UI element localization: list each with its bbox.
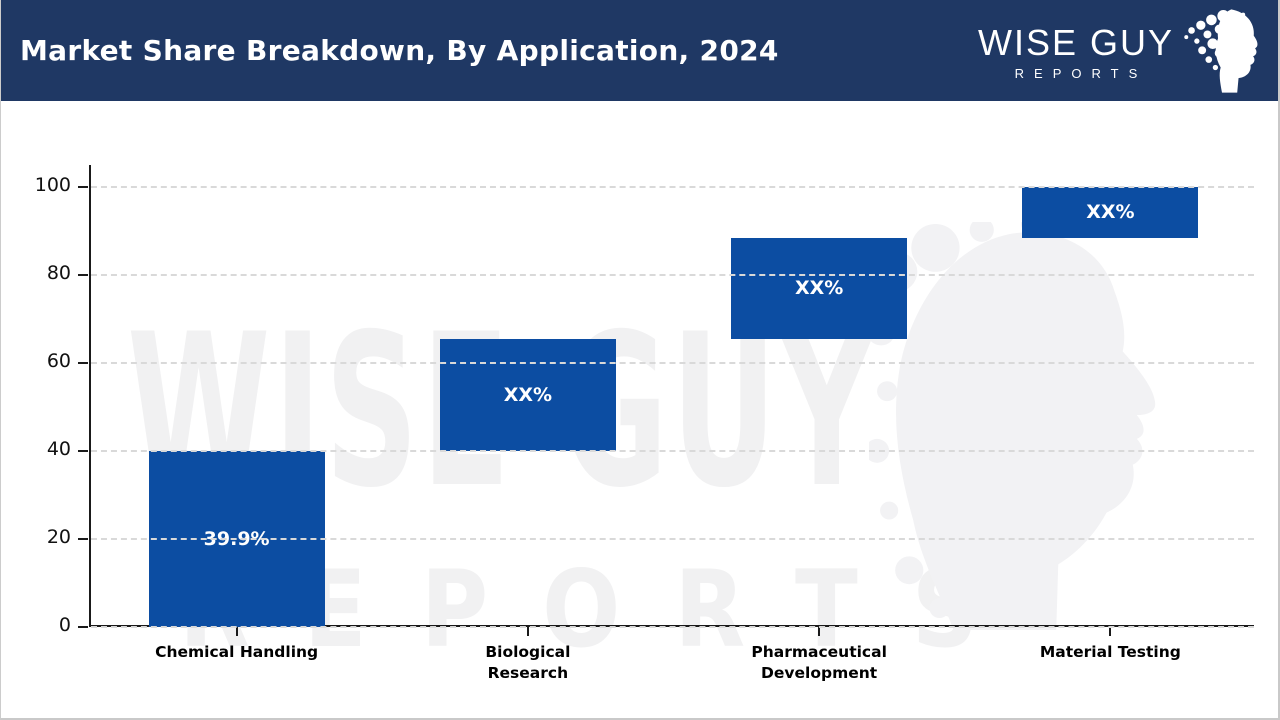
y-tick-label: 20: [46, 526, 71, 548]
x-tick-label: Pharmaceutical Development: [751, 643, 887, 682]
y-tick-label: 0: [58, 614, 71, 636]
x-tick: [818, 627, 821, 636]
bar: XX%: [1022, 187, 1199, 238]
page-title: Market Share Breakdown, By Application, …: [20, 34, 779, 67]
plot-area: 0 20 40 60 80 100 39.9% Chemical Handling XX% Bio…: [35, 165, 1254, 682]
y-tick-label: 100: [34, 174, 71, 196]
logo-face-icon: [1184, 8, 1258, 93]
x-tick: [526, 627, 529, 636]
y-tick: [78, 626, 88, 628]
x-tick-label: Material Testing: [1039, 643, 1181, 661]
logo-text: WISE GUY REPORTS: [977, 21, 1174, 81]
y-tick-label: 80: [46, 262, 71, 284]
x-tick-label: Biological Research: [485, 643, 571, 682]
bar-value-label: XX%: [794, 277, 844, 300]
x-tick-label: Chemical Handling: [155, 643, 319, 661]
y-tick: [78, 538, 88, 540]
bar: XX%: [439, 338, 616, 452]
gridline: [91, 362, 1254, 364]
y-tick-label: 60: [46, 350, 71, 372]
x-tick: [235, 627, 238, 636]
logo-wordmark: WISE GUY: [977, 21, 1174, 63]
y-tick: [78, 362, 88, 364]
gridline: [91, 538, 1254, 540]
gridline: [91, 186, 1254, 188]
gridline: [91, 274, 1254, 276]
gridline: [91, 626, 1254, 628]
bar-value-label: XX%: [1086, 201, 1135, 224]
x-tick: [1109, 627, 1112, 636]
bar: XX%: [731, 237, 908, 339]
header-bar: Market Share Breakdown, By Application, …: [1, 0, 1278, 101]
wise-guy-reports-logo: WISE GUY REPORTS: [978, 8, 1264, 94]
logo-subtitle: REPORTS: [1014, 65, 1148, 81]
y-tick: [78, 274, 88, 276]
y-tick-label: 40: [46, 438, 71, 460]
y-tick: [78, 450, 88, 452]
y-tick: [78, 186, 88, 188]
bar-value-label: XX%: [503, 384, 553, 407]
gridline: [91, 450, 1254, 452]
